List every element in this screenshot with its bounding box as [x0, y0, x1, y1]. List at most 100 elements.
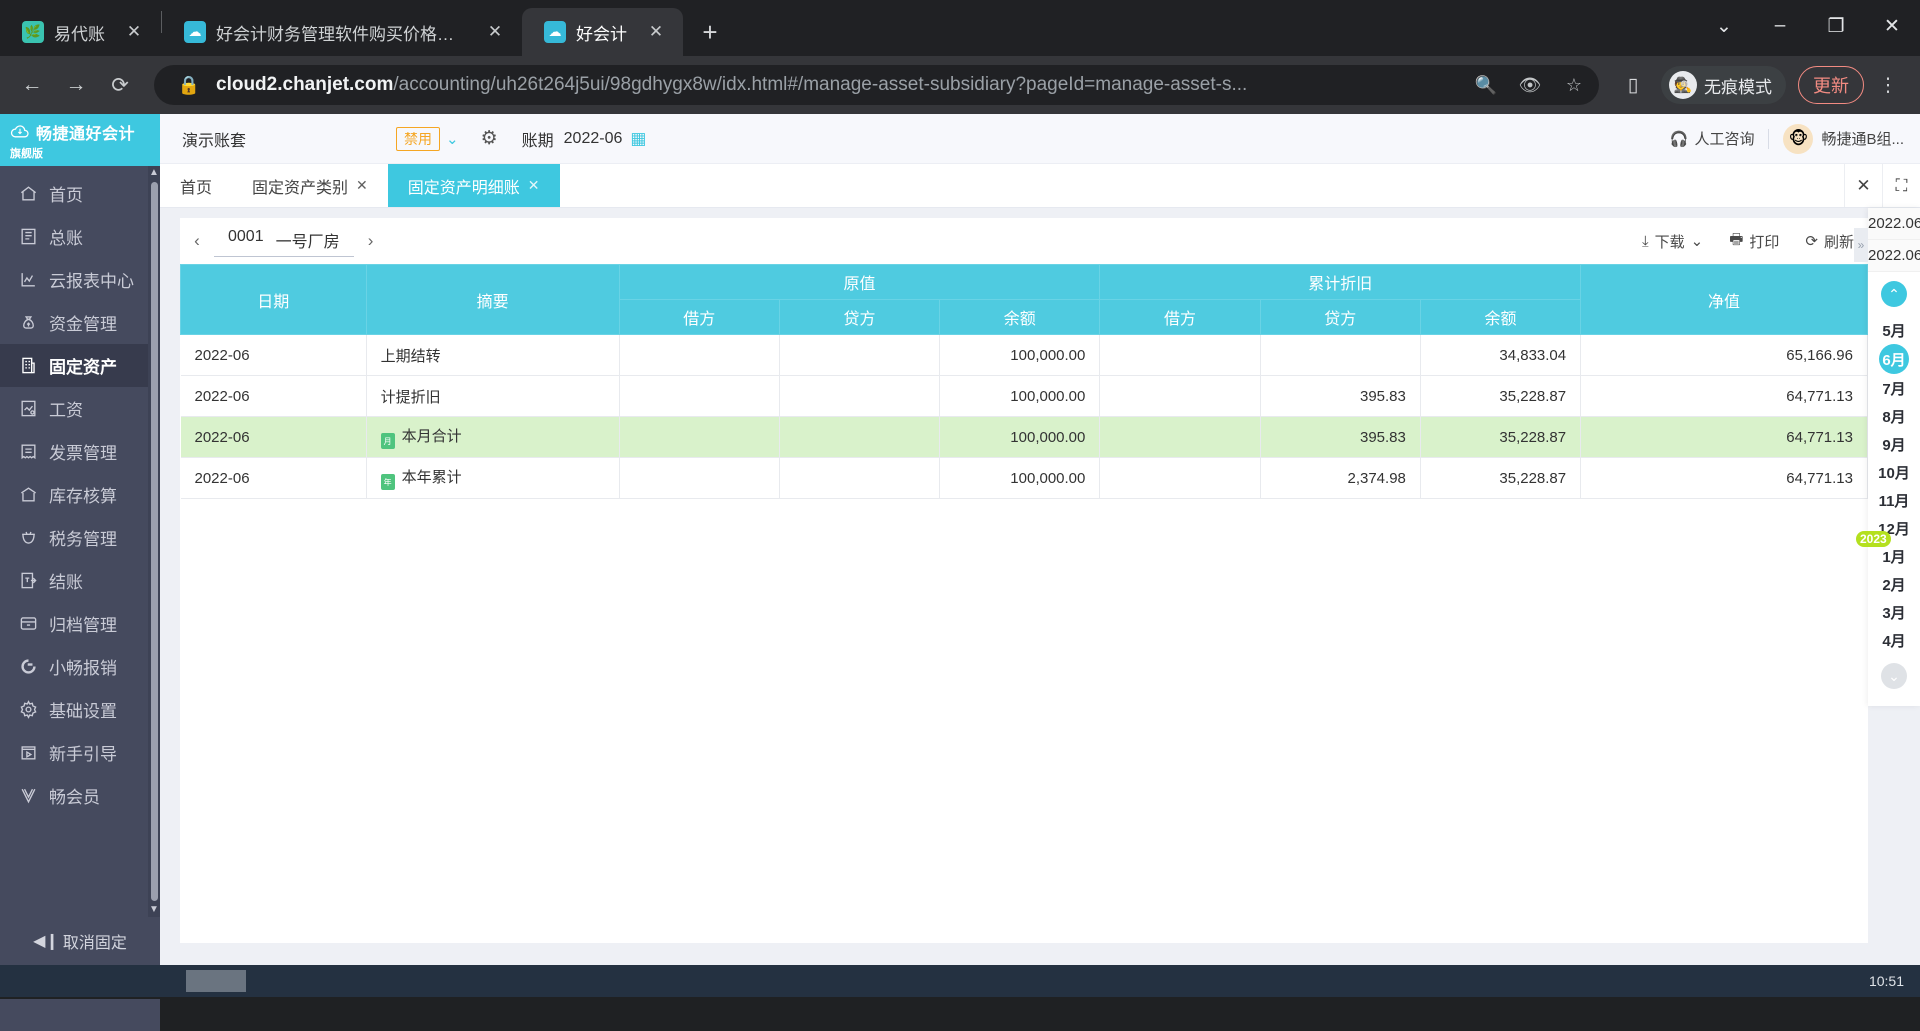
sidebar-item-vip[interactable]: 畅会员	[0, 774, 160, 817]
table-row[interactable]: 2022-06 年本年累计 100,000.00 2,374.98 35,228…	[180, 457, 1868, 499]
rail-month-4[interactable]: 4月	[1882, 632, 1906, 650]
tab-list-button[interactable]: ⌄	[1716, 15, 1732, 37]
print-button[interactable]: 🖶 打印	[1729, 229, 1779, 254]
refresh-button[interactable]: ⟳ 刷新	[1805, 231, 1854, 252]
browser-menu-button[interactable]: ⋮	[1878, 74, 1898, 96]
page-tab-close[interactable]: ✕	[356, 177, 368, 193]
rail-scroll-up-button[interactable]: ⌃	[1881, 281, 1907, 307]
user-name[interactable]: 畅捷通B组...	[1821, 131, 1904, 148]
fullscreen-button[interactable]: ⛶	[1882, 164, 1920, 207]
human-consult-button[interactable]: 🎧 人工咨询	[1670, 128, 1755, 149]
account-set-name[interactable]: 演示账套	[182, 132, 247, 150]
page-tab-label: 固定资产明细账	[407, 179, 520, 197]
sidebar-item-invoice[interactable]: 发票管理	[0, 430, 160, 473]
sidebar-item-label: 基础设置	[49, 702, 117, 721]
download-button[interactable]: ⤓ 下载 ⌄	[1642, 231, 1703, 252]
rail-month-9[interactable]: 9月	[1882, 436, 1906, 454]
window-close-button[interactable]: ✕	[1884, 15, 1900, 37]
colgroup-accumulated-depreciation: 累计折旧	[1099, 264, 1582, 300]
forward-icon[interactable]: →	[65, 73, 87, 96]
cell-date: 2022-06	[180, 375, 367, 417]
calendar-icon[interactable]: ▦	[630, 128, 647, 148]
address-bar[interactable]: 🔒 cloud2.chanjet.com/accounting/uh26t264…	[154, 65, 1599, 105]
rail-month-11[interactable]: 11月	[1878, 492, 1910, 510]
table-row[interactable]: 2022-06 月本月合计 100,000.00 395.83 35,228.8…	[180, 416, 1868, 458]
sidebar-scrollbar[interactable]: ▲ ▼	[148, 166, 160, 917]
sidebar-item-reimburse[interactable]: 小畅报销	[0, 645, 160, 688]
page-tab-home[interactable]: 首页	[160, 164, 232, 207]
avatar[interactable]: 🐵	[1783, 123, 1814, 154]
collapse-sidebar-button[interactable]: ◀❙ 取消固定	[0, 917, 160, 965]
sidebar-item-fixed-asset[interactable]: 固定资产	[0, 344, 160, 387]
rail-month-2[interactable]: 2月	[1882, 576, 1906, 594]
sidebar-item-ledger[interactable]: 总账	[0, 215, 160, 258]
sidebar-item-inventory[interactable]: 库存核算	[0, 473, 160, 516]
incognito-indicator[interactable]: 🕵 无痕模式	[1661, 66, 1786, 104]
sidepanel-icon[interactable]: ▯	[1627, 74, 1639, 96]
sidebar-item-payroll[interactable]: 工资	[0, 387, 160, 430]
cell-ad-debit	[1099, 457, 1261, 499]
star-icon[interactable]: ☆	[1565, 74, 1583, 95]
browser-tab-1[interactable]: ☁ 好会计财务管理软件购买价格及年 ✕	[162, 8, 522, 56]
scroll-down-icon[interactable]: ▼	[149, 904, 159, 915]
maximize-button[interactable]: ❐	[1827, 15, 1845, 37]
new-tab-button[interactable]: +	[702, 16, 718, 47]
cell-date: 2022-06	[180, 457, 367, 499]
sidebar-item-label: 总账	[49, 229, 83, 248]
rail-year-row[interactable]: 2022.06	[1868, 240, 1920, 272]
rail-month-3[interactable]: 3月	[1882, 604, 1906, 622]
rail-month-8[interactable]: 8月	[1882, 408, 1906, 426]
sidebar-item-guide[interactable]: 新手引导	[0, 731, 160, 774]
close-panel-button[interactable]: ✕	[1844, 164, 1882, 207]
app-root: 畅捷通好会计 旗舰版 首页 总账 云报表中心 资金管理 固定资产 工资 发票管理…	[0, 114, 1920, 965]
sidebar-item-cloud-report[interactable]: 云报表中心	[0, 258, 160, 301]
rail-month-5[interactable]: 5月	[1882, 322, 1906, 340]
browser-tab-2[interactable]: ☁ 好会计 ✕	[522, 8, 683, 56]
warehouse-icon	[18, 485, 38, 505]
update-button[interactable]: 更新	[1798, 66, 1864, 104]
asset-selector[interactable]: 0001 一号厂房	[214, 225, 354, 257]
prev-asset-button[interactable]: ‹	[194, 231, 200, 250]
rail-expand-handle[interactable]: »	[1854, 228, 1868, 262]
brand-subtitle: 旗舰版	[10, 147, 43, 160]
table-row[interactable]: 2022-06 计提折旧 100,000.00 395.83 35,228.87…	[180, 375, 1868, 417]
browser-tab-close-2[interactable]: ✕	[648, 22, 664, 41]
rail-month-10[interactable]: 10月	[1878, 464, 1910, 482]
rail-month-7[interactable]: 7月	[1882, 380, 1906, 398]
back-icon[interactable]: ←	[21, 73, 43, 96]
chevron-down-icon[interactable]: ⌄	[446, 130, 459, 148]
sidebar-item-tax[interactable]: 税务管理	[0, 516, 160, 559]
taskbar-item[interactable]	[186, 970, 246, 992]
eye-off-icon[interactable]: 👁	[1518, 74, 1542, 95]
minimize-button[interactable]: –	[1774, 15, 1786, 36]
rail-year-row[interactable]: 2022.06	[1868, 208, 1920, 240]
page-tab-close[interactable]: ✕	[527, 177, 540, 193]
scrollbar-thumb[interactable]	[150, 182, 158, 901]
rail-month-6[interactable]: 6月	[1879, 344, 1909, 374]
page-tab-asset-subsidiary[interactable]: 固定资产明细账 ✕	[387, 164, 560, 207]
period-value[interactable]: 2022-06	[563, 129, 623, 147]
browser-tab-close-1[interactable]: ✕	[487, 22, 503, 41]
cell-summary-text: 本月合计	[401, 427, 462, 445]
rail-scroll-down-button[interactable]: ⌄	[1881, 663, 1907, 689]
gear-icon[interactable]: ⚙	[480, 128, 498, 149]
reload-icon[interactable]: ⟳	[111, 73, 129, 97]
browser-tab-0[interactable]: 🌿 易代账 ✕	[0, 8, 161, 56]
money-bag-icon	[18, 313, 38, 333]
cell-summary: 上期结转	[366, 334, 620, 376]
next-asset-button[interactable]: ›	[367, 231, 374, 250]
search-icon[interactable]: 🔍	[1474, 74, 1498, 95]
col-net-value: 净值	[1580, 264, 1868, 335]
page-tab-asset-category[interactable]: 固定资产类别 ✕	[232, 164, 388, 207]
sidebar-item-fund[interactable]: 资金管理	[0, 301, 160, 344]
sidebar-item-closing[interactable]: 结账	[0, 559, 160, 602]
sidebar-item-basic-settings[interactable]: 基础设置	[0, 688, 160, 731]
sidebar-item-home[interactable]: 首页	[0, 172, 160, 215]
year-chip: 2023	[1856, 531, 1891, 547]
table-row[interactable]: 2022-06 上期结转 100,000.00 34,833.04 65,166…	[180, 334, 1868, 376]
sidebar-item-archive[interactable]: 归档管理	[0, 602, 160, 645]
rail-month-1[interactable]: 2023 1月	[1856, 531, 1920, 570]
scroll-up-icon[interactable]: ▲	[149, 167, 159, 178]
browser-tab-close-0[interactable]: ✕	[126, 22, 142, 41]
sidebar-item-label: 新手引导	[49, 745, 117, 764]
